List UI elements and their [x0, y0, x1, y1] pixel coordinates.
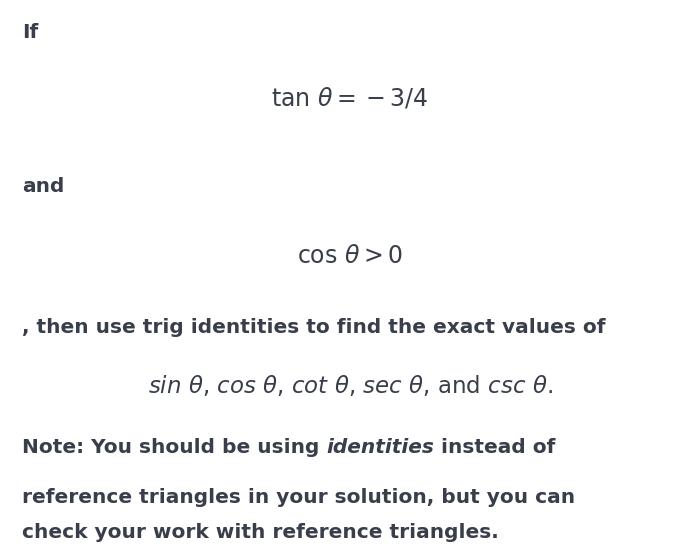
Text: reference triangles in your solution, but you can: reference triangles in your solution, bu… — [22, 488, 575, 507]
Text: $\mathit{sin}\ \theta$, $\mathit{cos}\ \theta$, $\mathit{cot}\ \theta$, $\mathit: $\mathit{sin}\ \theta$, $\mathit{cos}\ \… — [148, 373, 552, 398]
Text: Note: You should be using: Note: You should be using — [22, 438, 326, 457]
Text: If: If — [22, 23, 38, 42]
Text: instead of: instead of — [434, 438, 556, 457]
Text: $\mathregular{cos}\ \theta > 0$: $\mathregular{cos}\ \theta > 0$ — [297, 244, 403, 268]
Text: identities: identities — [326, 438, 434, 457]
Text: and: and — [22, 177, 64, 196]
Text: , then use trig identities to find the exact values of: , then use trig identities to find the e… — [22, 318, 606, 337]
Text: $\mathregular{tan}\ \theta = -3/4$: $\mathregular{tan}\ \theta = -3/4$ — [272, 85, 428, 110]
Text: check your work with reference triangles.: check your work with reference triangles… — [22, 523, 498, 542]
